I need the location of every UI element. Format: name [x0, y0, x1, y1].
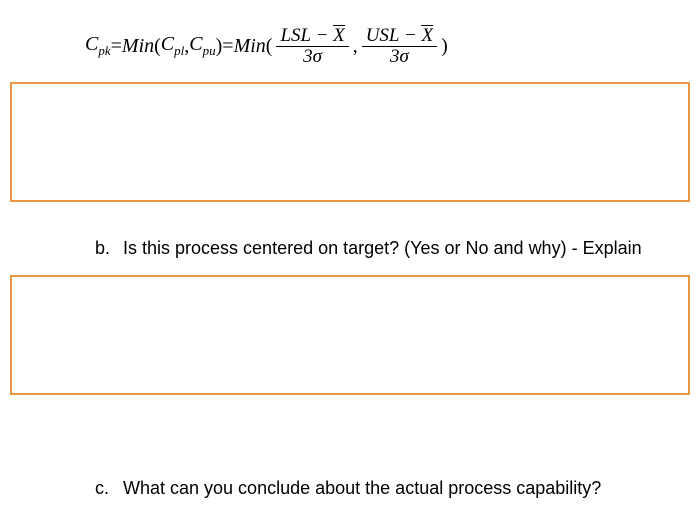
cpk-formula: Cpk = Min ( Cpl , Cpu ) = Min ( LSL − X …	[85, 26, 448, 67]
paren-open-1: (	[154, 35, 161, 58]
paren-open-2: (	[266, 35, 273, 58]
eq-1: =	[111, 35, 122, 58]
question-c: c. What can you conclude about the actua…	[95, 478, 601, 499]
answer-box-b[interactable]	[10, 275, 690, 395]
answer-box-a[interactable]	[10, 82, 690, 202]
question-c-letter: c.	[95, 478, 123, 499]
question-c-text: What can you conclude about the actual p…	[123, 478, 601, 499]
min-1: Min	[122, 35, 154, 58]
question-b: b. Is this process centered on target? (…	[95, 238, 642, 259]
comma-2: ,	[353, 35, 358, 58]
paren-close-1: )	[216, 35, 223, 58]
eq-2: =	[222, 35, 233, 58]
var-cpk: Cpk	[85, 33, 111, 59]
var-cpl: Cpl	[161, 33, 184, 59]
var-cpu: Cpu	[189, 33, 215, 59]
question-b-text: Is this process centered on target? (Yes…	[123, 238, 642, 259]
fraction-2: USL − X 3σ	[362, 26, 437, 67]
question-b-letter: b.	[95, 238, 123, 259]
min-2: Min	[234, 35, 266, 58]
fraction-1: LSL − X 3σ	[276, 26, 348, 67]
paren-close-2: )	[441, 35, 448, 58]
